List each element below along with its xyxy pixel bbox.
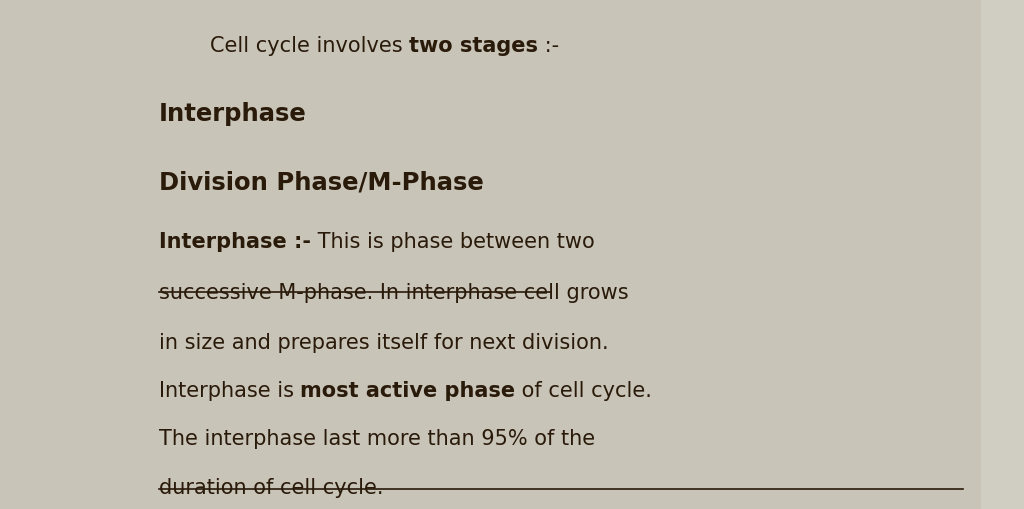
Text: The interphase last more than 95% of the: The interphase last more than 95% of the (159, 429, 595, 448)
Text: This is phase between two: This is phase between two (310, 232, 595, 251)
Text: Cell cycle involves: Cell cycle involves (210, 36, 410, 55)
Text: :-: :- (539, 36, 559, 55)
Text: two stages: two stages (410, 36, 539, 55)
Text: Interphase: Interphase (159, 102, 306, 126)
Text: in size and prepares itself for next division.: in size and prepares itself for next div… (159, 332, 608, 352)
Text: Division Phase/M-Phase: Division Phase/M-Phase (159, 171, 483, 194)
Text: most active phase: most active phase (300, 381, 515, 401)
Bar (981, 0, 1024, 509)
Text: successive M-phase. In interphase cell grows: successive M-phase. In interphase cell g… (159, 282, 629, 302)
Text: Interphase is: Interphase is (159, 381, 300, 401)
Text: duration of cell cycle.: duration of cell cycle. (159, 477, 383, 497)
Text: of cell cycle.: of cell cycle. (515, 381, 652, 401)
Text: Interphase :-: Interphase :- (159, 232, 310, 251)
